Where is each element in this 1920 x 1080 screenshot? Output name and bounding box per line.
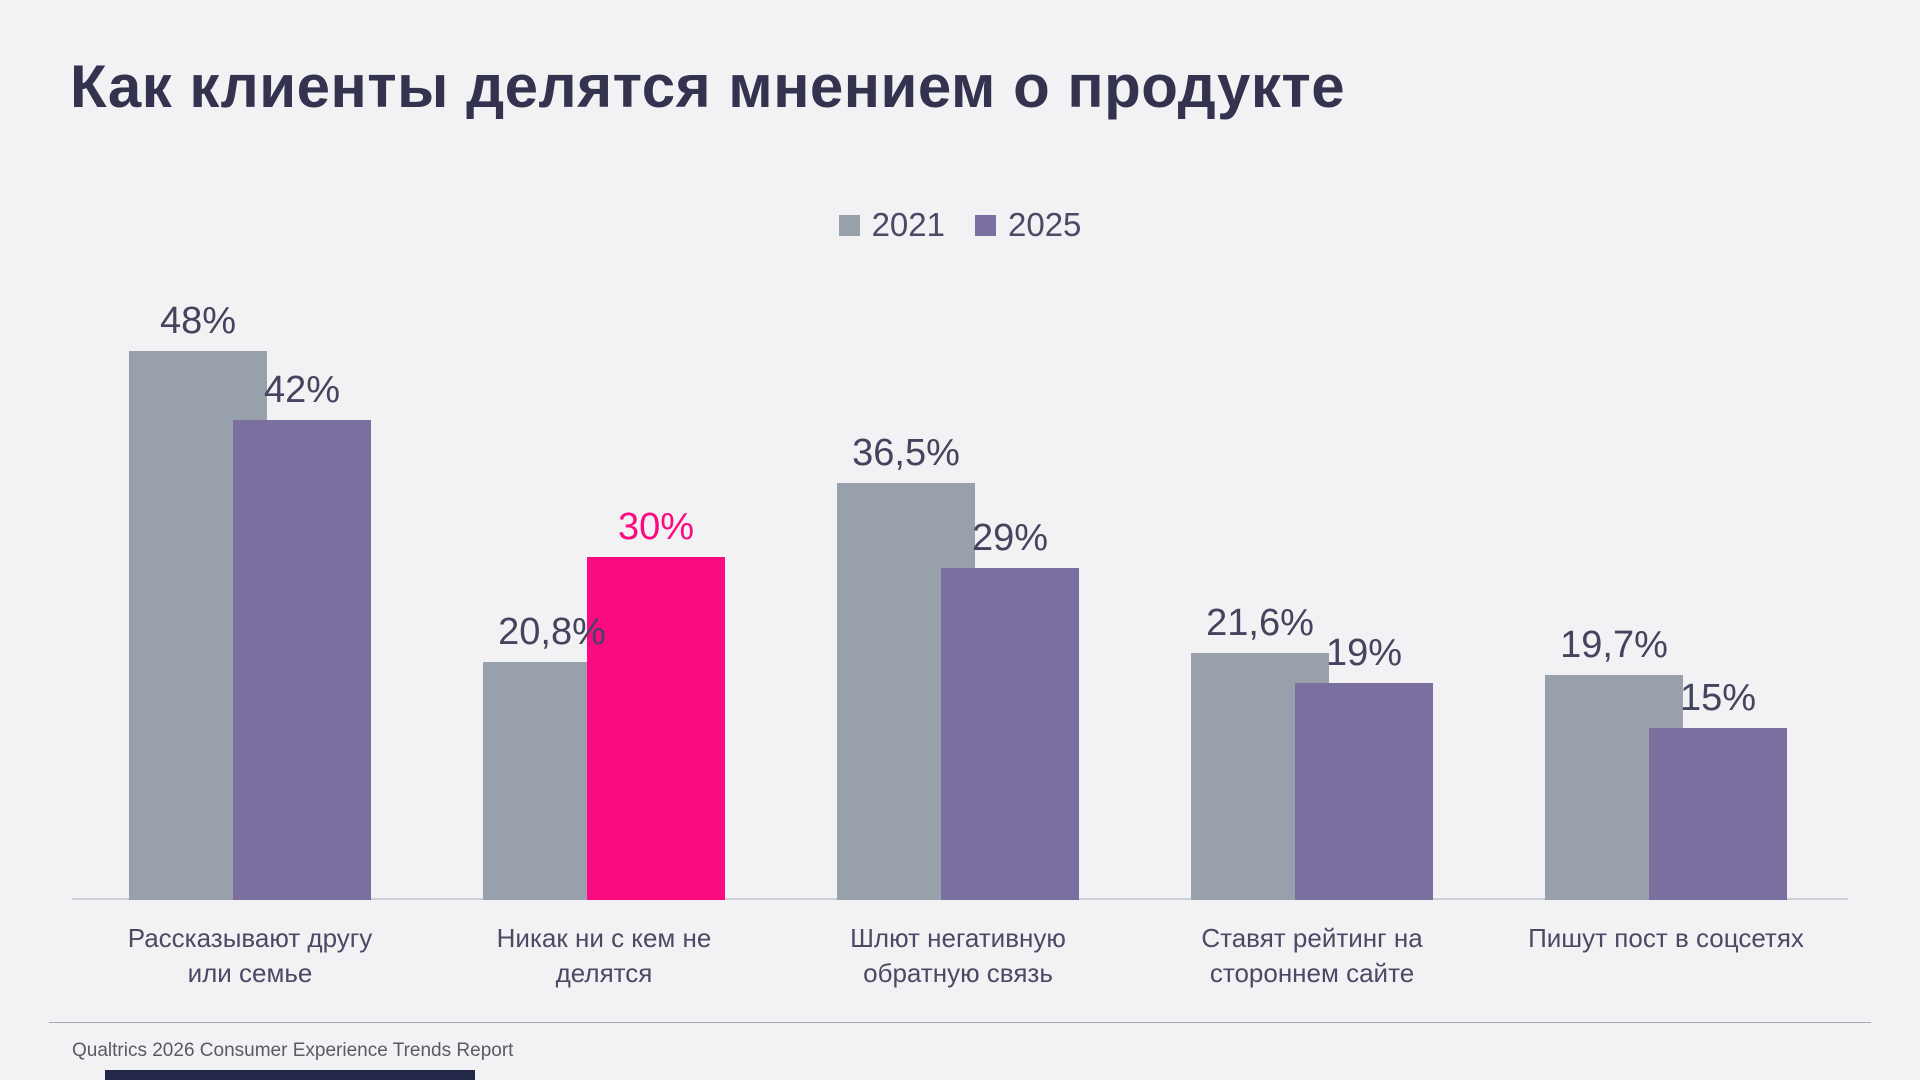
value-label-2021-3: 36,5%	[852, 432, 960, 474]
legend-item-2025: 2025	[975, 206, 1081, 244]
category-label-1: Рассказывают другу или семье	[127, 923, 373, 989]
source-text: Qualtrics 2026 Consumer Experience Trend…	[72, 1040, 514, 1061]
value-label-2021-5: 19,7%	[1560, 624, 1668, 666]
value-label-2021-4: 21,6%	[1206, 602, 1314, 644]
category-label-3: Шлют негативную обратную связь	[850, 923, 1066, 989]
legend-swatch-2021	[838, 214, 860, 236]
value-label-2025-4: 19%	[1325, 632, 1403, 674]
bar-2025-1	[233, 420, 371, 900]
category-label-4: Ставят рейтинг на стороннем сайте	[1201, 923, 1423, 989]
bar-2025-3	[941, 568, 1079, 900]
value-label-2025-1: 42%	[263, 369, 341, 411]
legend-label-2025: 2025	[1008, 206, 1082, 243]
chart-title: Как клиенты делятся мнением о продукте	[70, 53, 1346, 120]
category-label-5: Пишут пост в соцсетях	[1528, 923, 1804, 953]
category-label-2: Никак ни с кем не делятся	[496, 923, 712, 989]
legend-label-2021: 2021	[871, 206, 945, 243]
legend: 2021 2025	[0, 206, 1920, 244]
bar-2025-4	[1295, 683, 1433, 900]
bottom-accent-bar	[105, 1070, 475, 1080]
highlight-bar-2025-2	[587, 557, 725, 900]
legend-item-2021: 2021	[838, 206, 945, 244]
value-label-2021-1: 48%	[159, 300, 237, 342]
value-label-2025-2: 30%	[617, 506, 695, 548]
value-label-2021-2: 20,8%	[498, 611, 606, 653]
legend-swatch-2025	[975, 214, 996, 236]
footer-divider	[49, 1022, 1871, 1023]
value-label-2025-3: 29%	[971, 517, 1049, 559]
bar-2025-5	[1649, 728, 1787, 900]
value-label-2025-5: 15%	[1679, 677, 1757, 719]
